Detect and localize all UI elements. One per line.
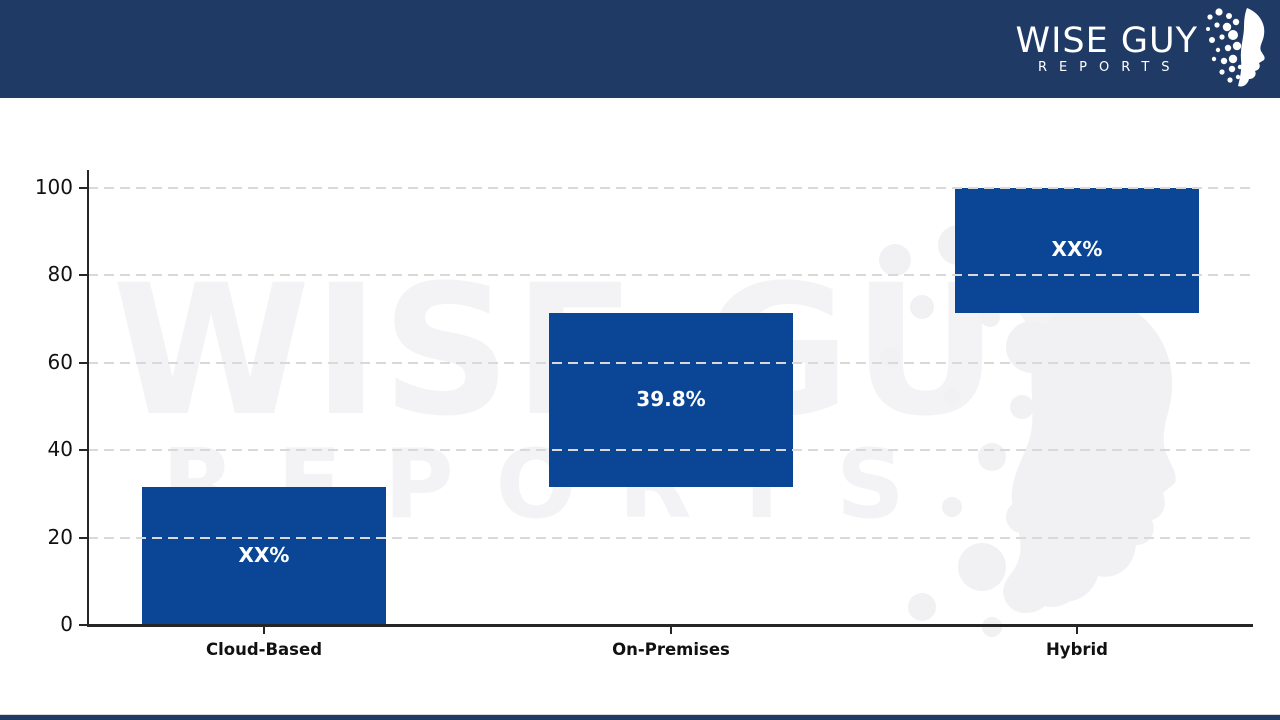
gridline-80 (88, 274, 1253, 276)
x-tick-on-premises (670, 627, 672, 634)
y-tick-label-100: 100 (34, 174, 73, 199)
x-tick-hybrid (1076, 627, 1078, 634)
y-tick-label-20: 20 (47, 524, 73, 549)
y-tick-60 (79, 361, 87, 364)
y-tick-0 (79, 624, 87, 626)
x-category-label: Cloud-Based (205, 640, 323, 659)
x-axis (87, 624, 1253, 627)
y-tick-40 (79, 449, 87, 451)
wise-guy-logo: WISE GUY REPORTS (1015, 2, 1270, 96)
y-axis (87, 170, 89, 627)
y-tick-label-80: 80 (47, 262, 73, 286)
x-category-label: On-Premises (612, 640, 730, 659)
y-tick-20 (79, 536, 87, 539)
logo-subtitle: REPORTS (1037, 60, 1182, 76)
x-tick-cloud-based (263, 627, 265, 634)
y-tick-100 (79, 186, 87, 189)
footer-bar (0, 714, 1280, 720)
y-tick-80 (79, 274, 87, 276)
logo-text: WISE GUY REPORTS (1015, 20, 1198, 76)
bar-value-label: 39.8% (636, 387, 706, 412)
watermark-head-icon (879, 225, 1176, 637)
header-bar (0, 0, 1280, 98)
x-category-label: Hybrid (1046, 640, 1108, 659)
y-tick-label-60: 60 (47, 349, 73, 374)
gridline-40 (88, 449, 1253, 451)
y-tick-label-0: 0 (60, 612, 73, 636)
gridline-60 (88, 361, 1253, 364)
logo-head-icon (1206, 8, 1265, 87)
logo-wordmark: WISE GUY (1015, 20, 1198, 61)
bar-value-label: XX% (238, 543, 290, 568)
y-tick-label-40: 40 (47, 437, 73, 461)
bar-value-label: XX% (1051, 237, 1103, 262)
bar-cloud-based (142, 487, 386, 625)
bar-hybrid (955, 187, 1199, 314)
gridline-20 (88, 536, 1253, 539)
bar-on-premises (549, 313, 793, 488)
gridline-100 (88, 186, 1253, 189)
